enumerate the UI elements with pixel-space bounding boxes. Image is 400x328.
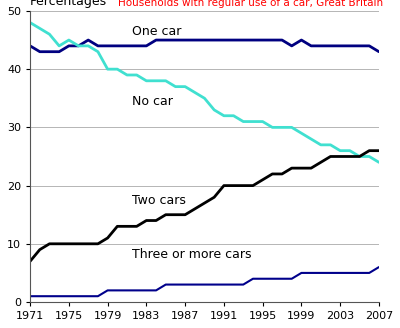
Text: Three or more cars: Three or more cars <box>132 248 251 261</box>
Text: No car: No car <box>132 95 173 108</box>
Text: Percentages: Percentages <box>30 0 107 8</box>
Text: One car: One car <box>132 25 181 38</box>
Text: Two cars: Two cars <box>132 194 186 207</box>
Text: Households with regular use of a car, Great Britain: Households with regular use of a car, Gr… <box>118 0 383 8</box>
